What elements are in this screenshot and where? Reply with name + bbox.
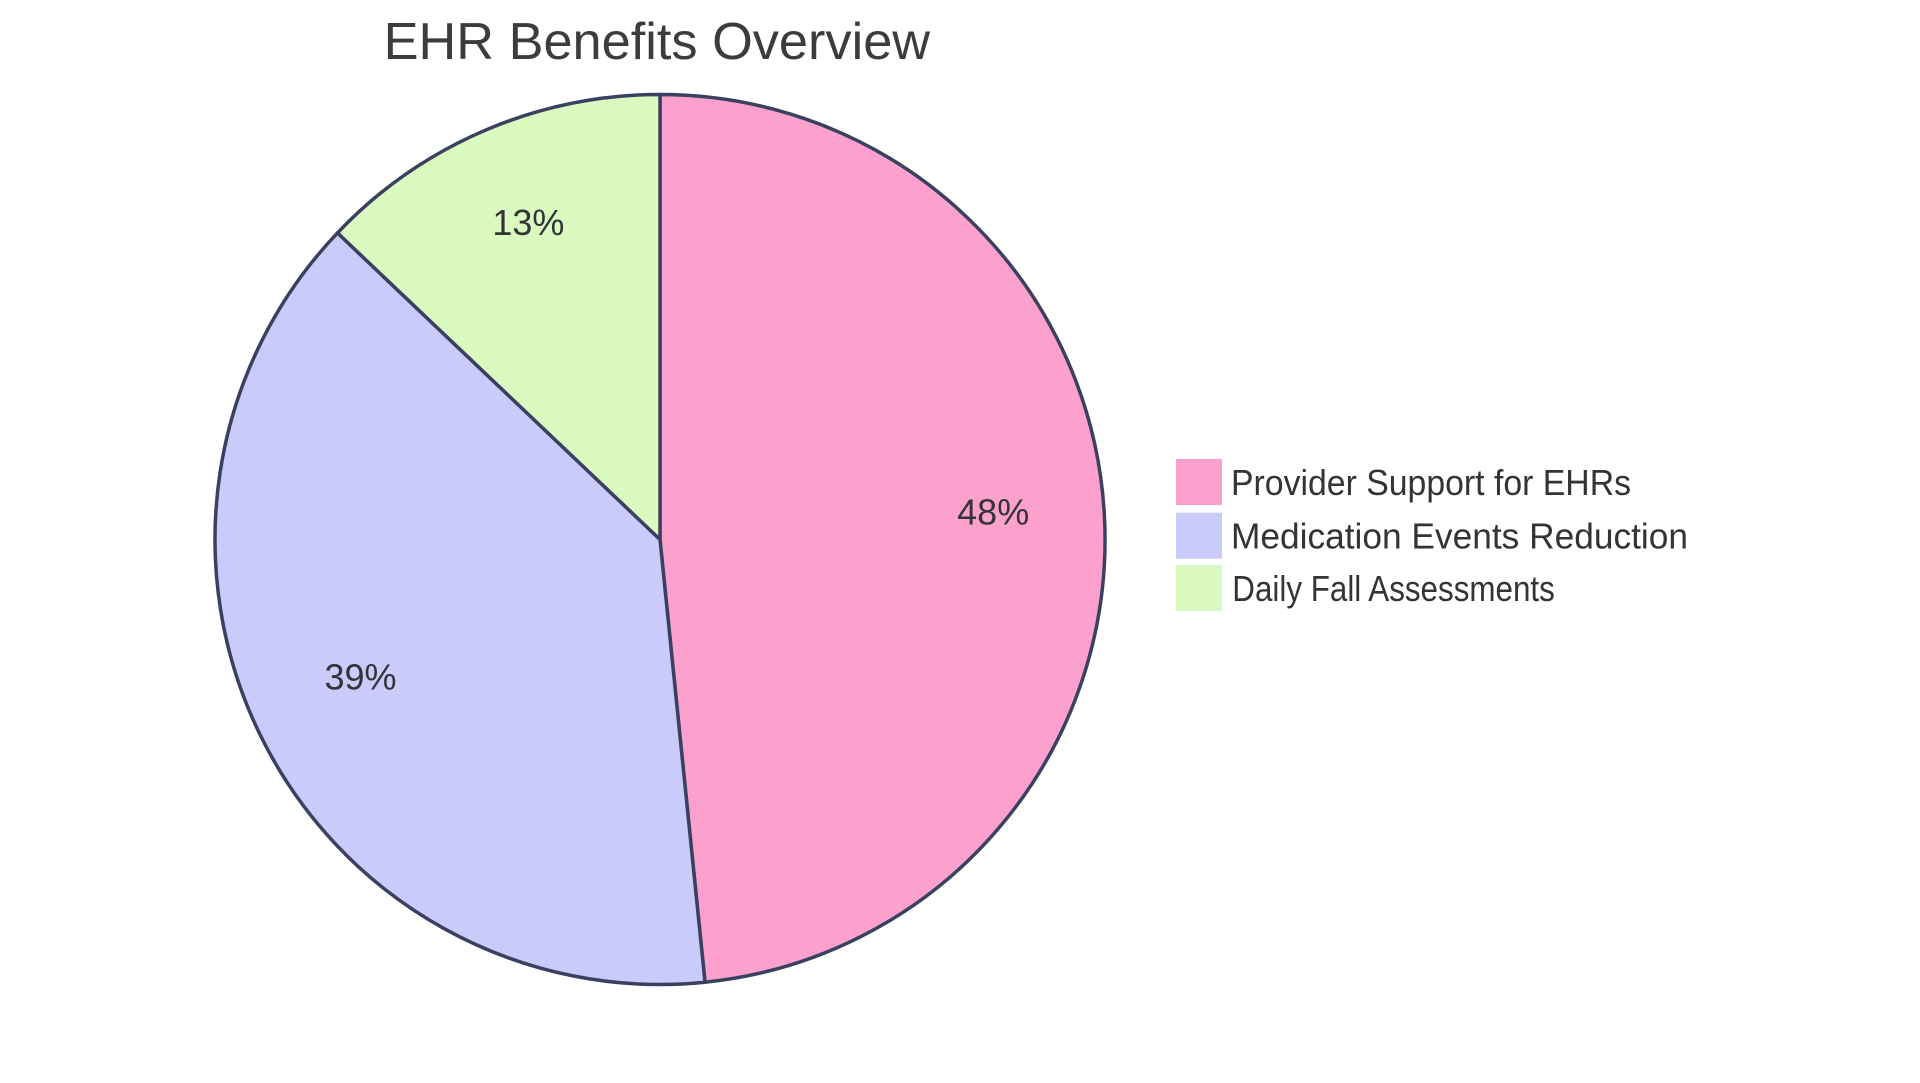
svg-text:EHR Benefits Overview: EHR Benefits Overview <box>384 13 931 71</box>
svg-text:Daily Fall Assessments: Daily Fall Assessments <box>1232 568 1555 609</box>
svg-text:Provider Support for EHRs: Provider Support for EHRs <box>1231 462 1631 503</box>
svg-text:13%: 13% <box>492 202 564 243</box>
svg-text:Medication Events Reduction: Medication Events Reduction <box>1231 516 1688 557</box>
svg-text:48%: 48% <box>957 491 1029 532</box>
svg-text:39%: 39% <box>324 657 396 698</box>
